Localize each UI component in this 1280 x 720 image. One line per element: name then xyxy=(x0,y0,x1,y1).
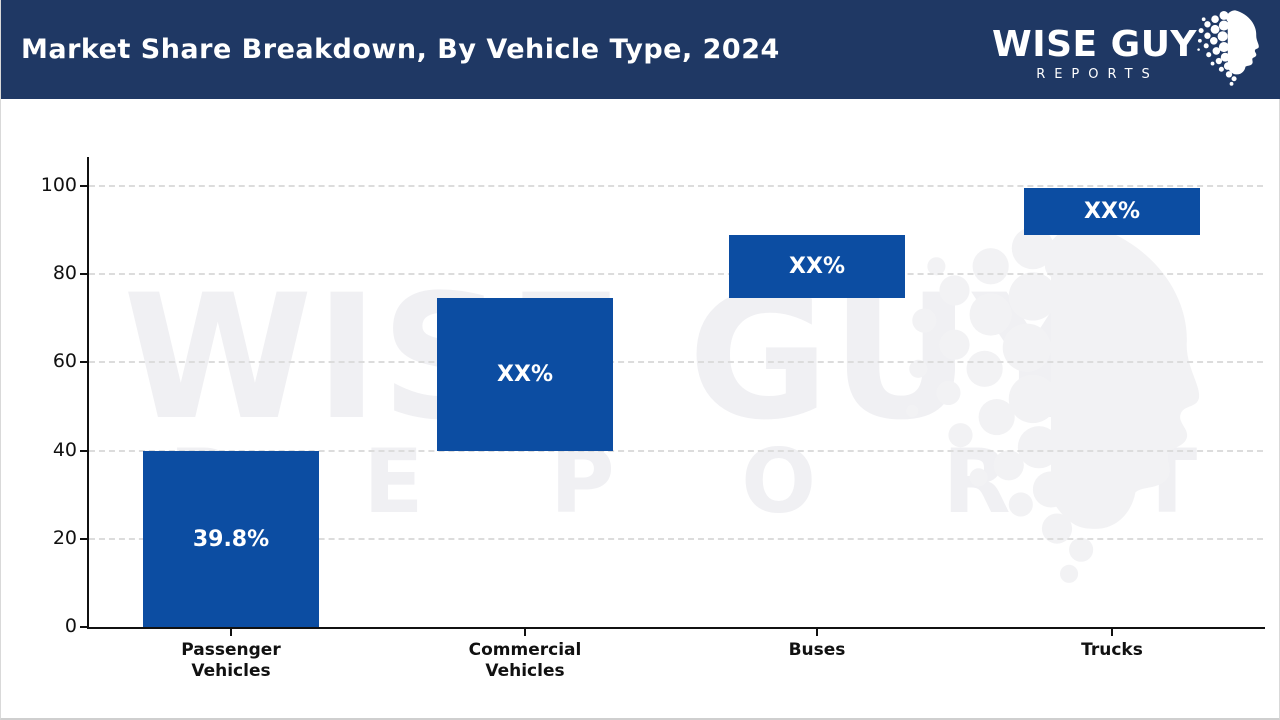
bar-buses: XX% xyxy=(729,234,905,298)
gridline-80 xyxy=(89,273,1263,276)
page-title: Market Share Breakdown, By Vehicle Type,… xyxy=(21,34,780,65)
y-tick-mark-20 xyxy=(80,537,87,540)
logo-wiseguy-text: WISE GUY xyxy=(991,23,1197,65)
logo-reports-text: REPORTS xyxy=(1036,66,1159,82)
x-tick-mark-passenger-vehicles xyxy=(230,629,232,636)
y-tick-mark-80 xyxy=(80,273,87,276)
bar-value-label-trucks: XX% xyxy=(1084,198,1140,224)
x-tick-label-passenger-vehicles: Passenger Vehicles xyxy=(181,640,281,682)
y-tick-label-20: 20 xyxy=(52,526,77,549)
bar-value-label-commercial-vehicles: XX% xyxy=(497,362,553,388)
y-tick-label-100: 100 xyxy=(40,174,77,196)
y-tick-mark-0 xyxy=(80,626,87,628)
x-tick-mark-trucks xyxy=(1111,629,1113,636)
y-tick-label-0: 0 xyxy=(64,615,77,637)
watermark-head-icon xyxy=(906,224,1200,583)
y-axis-line xyxy=(87,157,89,629)
bar-value-label-passenger-vehicles: 39.8% xyxy=(192,526,270,552)
gridline-40 xyxy=(89,449,1263,452)
bar-value-label-buses: XX% xyxy=(789,253,845,279)
bar-trucks: XX% xyxy=(1024,188,1200,235)
x-tick-label-trucks: Trucks xyxy=(1081,640,1143,660)
bar-passenger-vehicles: 39.8% xyxy=(143,451,319,627)
x-tick-label-buses: Buses xyxy=(788,640,846,660)
bar-commercial-vehicles: XX% xyxy=(437,298,613,452)
y-tick-label-40: 40 xyxy=(52,438,77,461)
wise-guy-logo: WISE GUY REPORTS xyxy=(992,6,1267,92)
gridline-100 xyxy=(89,185,1263,187)
x-tick-label-commercial-vehicles: Commercial Vehicles xyxy=(468,640,582,682)
y-tick-mark-40 xyxy=(80,449,87,452)
y-tick-label-80: 80 xyxy=(52,262,77,285)
logo-text: WISE GUY REPORTS xyxy=(991,23,1197,82)
y-tick-label-60: 60 xyxy=(52,350,77,373)
y-tick-mark-100 xyxy=(80,185,87,187)
x-tick-mark-commercial-vehicles xyxy=(524,629,526,636)
wise-guy-head-icon xyxy=(1197,10,1259,86)
header-bar: Market Share Breakdown, By Vehicle Type,… xyxy=(1,0,1280,99)
y-tick-mark-60 xyxy=(80,361,87,364)
x-axis-line xyxy=(87,627,1265,629)
gridline-60 xyxy=(89,361,1263,364)
gridline-20 xyxy=(89,537,1263,540)
x-tick-mark-buses xyxy=(816,629,818,636)
